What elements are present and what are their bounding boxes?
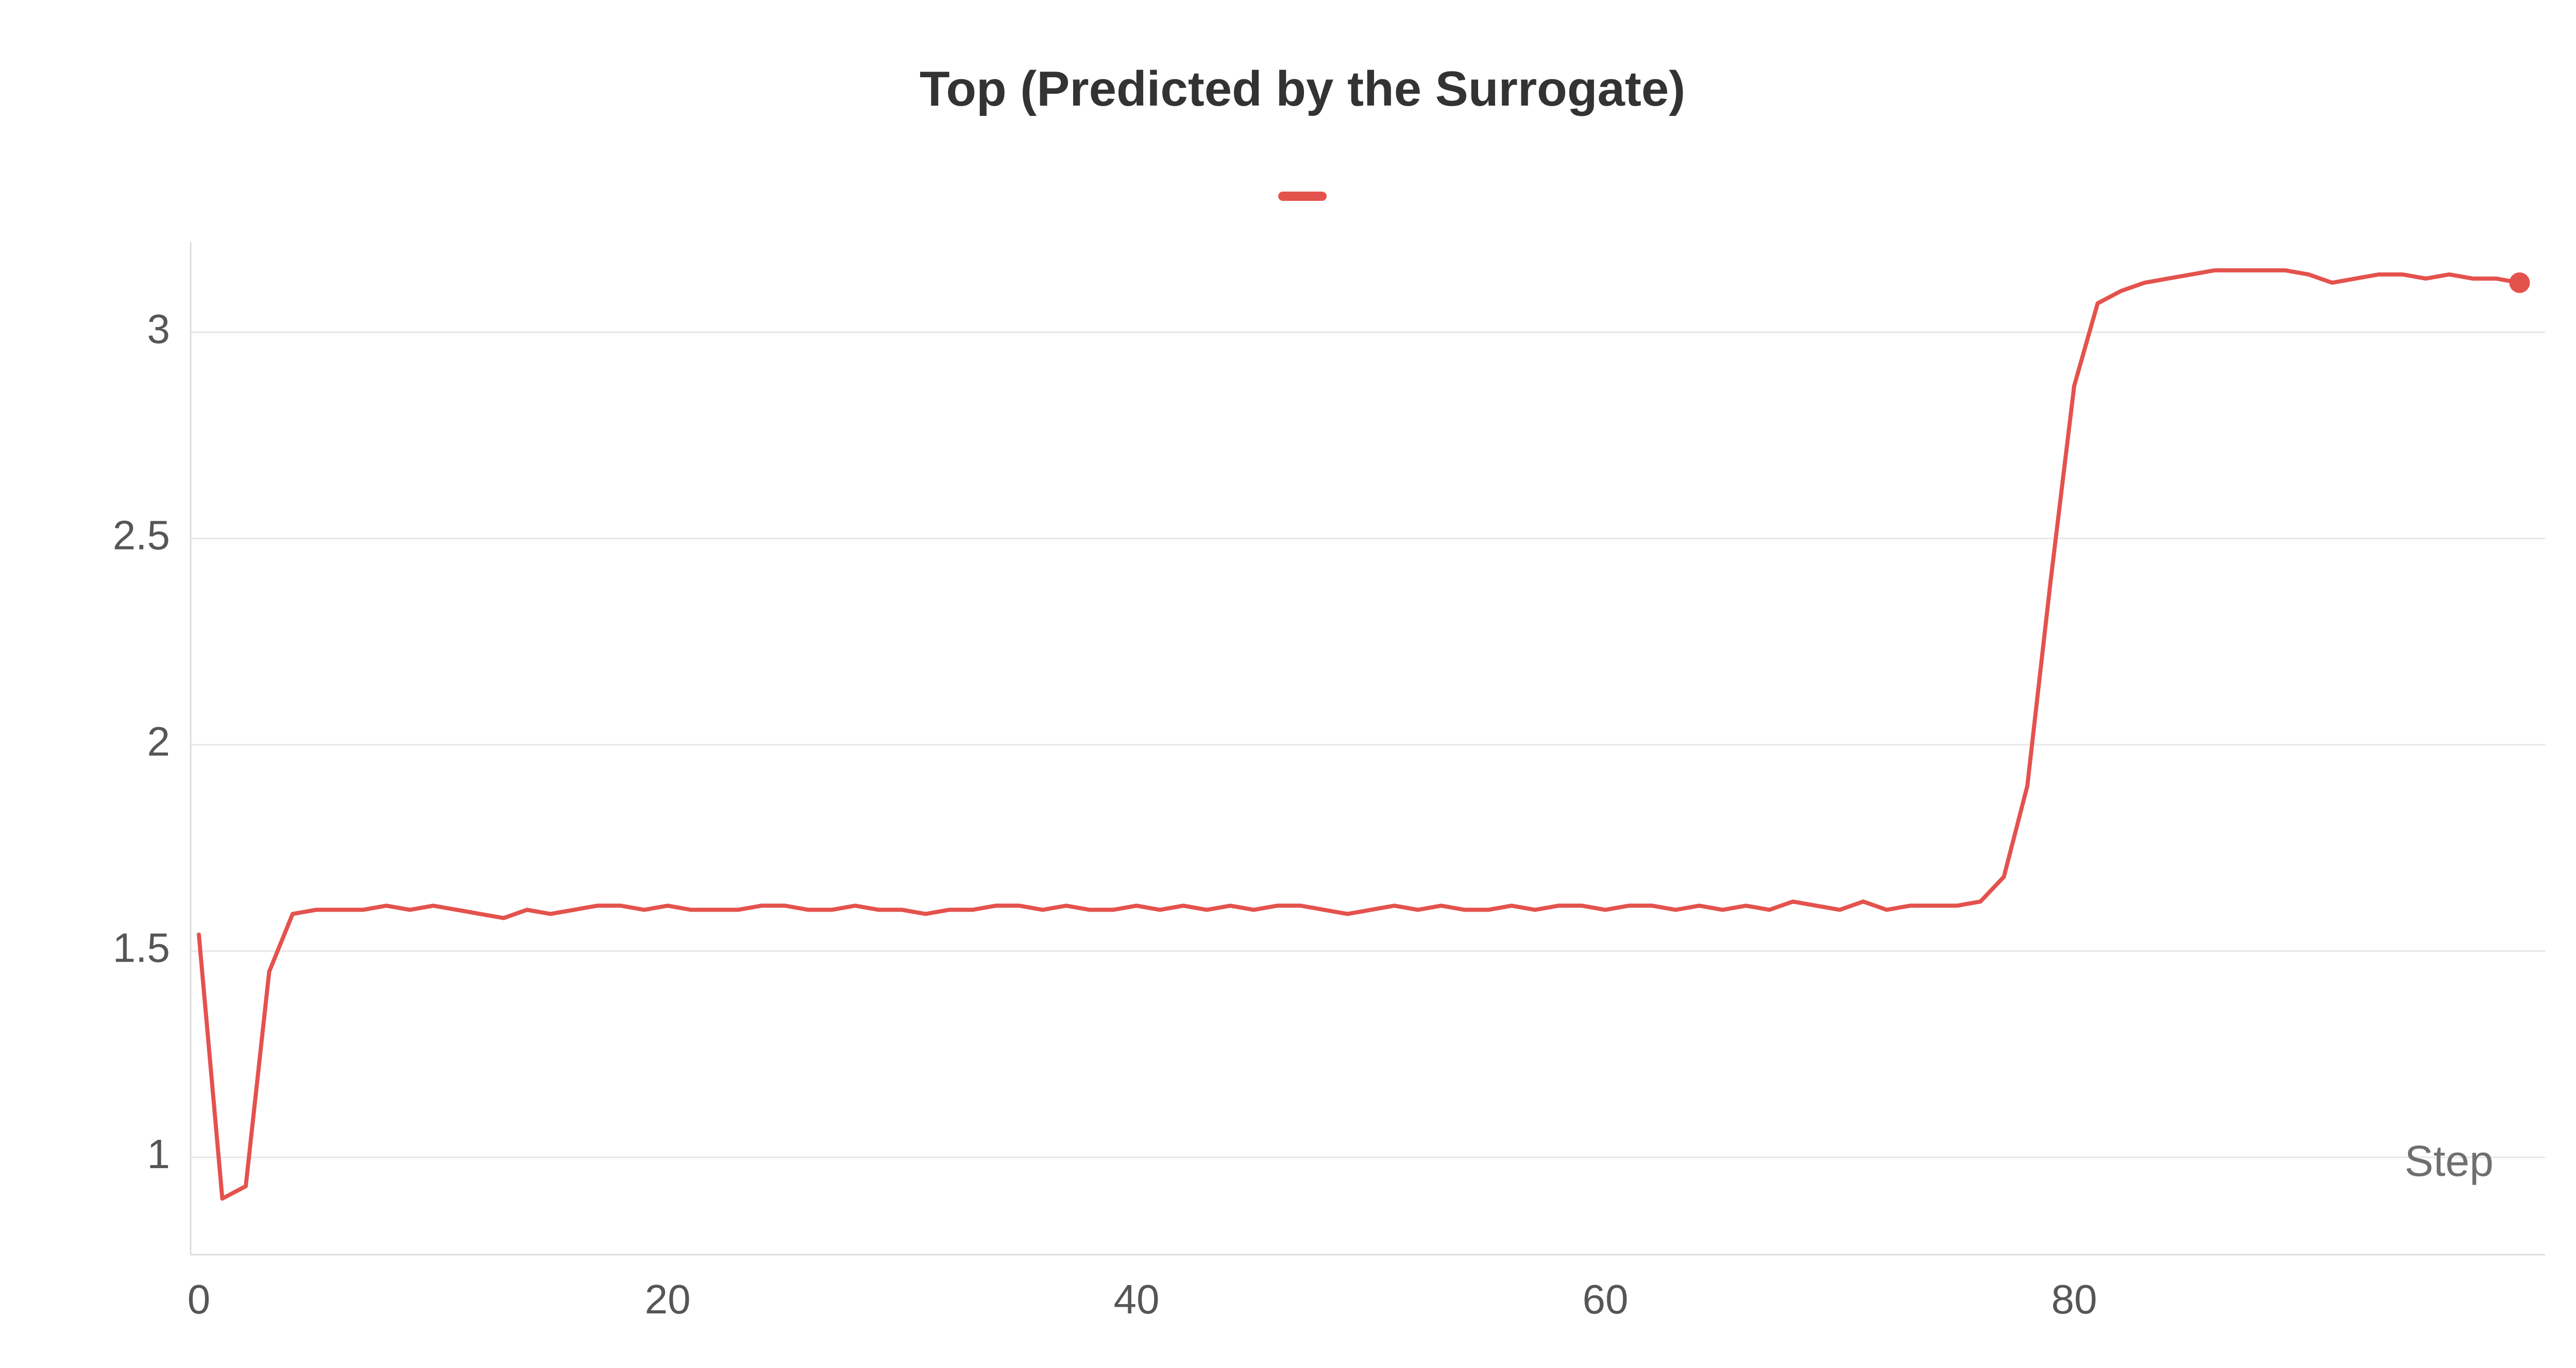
series-end-marker[interactable] — [2509, 272, 2530, 293]
x-tick-label: 60 — [1583, 1276, 1629, 1322]
y-tick-label: 2 — [147, 719, 171, 764]
series-line[interactable] — [197, 268, 2522, 1201]
legend — [0, 192, 2576, 201]
x-tick-label: 80 — [2052, 1276, 2097, 1322]
chart-title: Top (Predicted by the Surrogate) — [919, 61, 1686, 116]
y-tick-label: 3 — [147, 306, 171, 352]
x-axis-label: Step — [2404, 1137, 2494, 1185]
y-tick-label: 1.5 — [113, 925, 170, 971]
y-tick-label: 2.5 — [113, 512, 170, 558]
y-tick-label: 1 — [147, 1131, 171, 1177]
legend-line-marker[interactable] — [1278, 192, 1327, 201]
x-tick-label: 20 — [645, 1276, 691, 1322]
x-tick-label: 40 — [1114, 1276, 1160, 1322]
x-tick-label: 0 — [188, 1276, 211, 1322]
